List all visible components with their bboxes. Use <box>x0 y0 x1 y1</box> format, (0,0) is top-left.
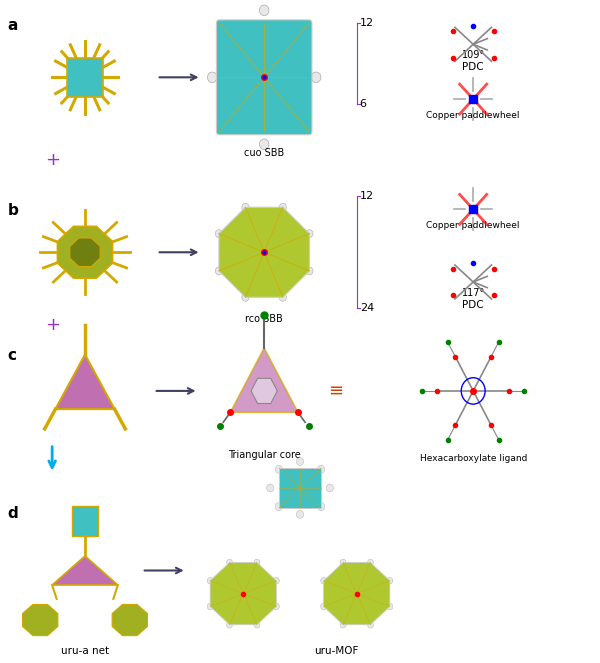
Polygon shape <box>251 379 277 404</box>
Circle shape <box>296 457 304 465</box>
Text: c: c <box>7 348 16 363</box>
Circle shape <box>215 229 223 237</box>
Circle shape <box>215 267 223 275</box>
Circle shape <box>367 621 373 628</box>
Text: d: d <box>7 507 18 522</box>
Circle shape <box>296 25 305 35</box>
Polygon shape <box>323 562 390 625</box>
Circle shape <box>242 204 249 211</box>
Polygon shape <box>23 605 58 636</box>
Circle shape <box>266 484 274 492</box>
Text: a: a <box>7 18 18 33</box>
Polygon shape <box>70 238 100 267</box>
Text: Copper paddlewheel: Copper paddlewheel <box>427 221 520 230</box>
Polygon shape <box>230 348 298 412</box>
Circle shape <box>223 119 232 130</box>
Circle shape <box>306 229 313 237</box>
Circle shape <box>296 119 305 130</box>
Polygon shape <box>67 58 103 97</box>
Polygon shape <box>58 226 113 278</box>
Text: Triangular core: Triangular core <box>228 450 301 460</box>
Circle shape <box>296 511 304 518</box>
Text: uru-MOF: uru-MOF <box>314 646 358 656</box>
Text: b: b <box>7 203 18 217</box>
Circle shape <box>259 5 269 16</box>
Circle shape <box>208 72 217 83</box>
Circle shape <box>317 465 325 473</box>
Circle shape <box>274 603 280 610</box>
Circle shape <box>274 577 280 584</box>
Text: cuo SBB: cuo SBB <box>244 148 284 158</box>
Circle shape <box>254 621 260 628</box>
Circle shape <box>280 293 286 301</box>
Polygon shape <box>55 355 115 409</box>
Circle shape <box>275 465 283 473</box>
Text: +: + <box>44 316 59 334</box>
Circle shape <box>340 621 346 628</box>
Circle shape <box>340 559 346 566</box>
Circle shape <box>242 293 249 301</box>
Text: 117°: 117° <box>461 288 485 298</box>
Text: Copper paddlewheel: Copper paddlewheel <box>427 111 520 120</box>
Text: PDC: PDC <box>463 300 484 310</box>
Circle shape <box>223 25 232 35</box>
Polygon shape <box>112 605 148 636</box>
Circle shape <box>387 603 393 610</box>
Text: 12: 12 <box>360 17 374 28</box>
Text: +: + <box>44 151 59 169</box>
Circle shape <box>317 503 325 511</box>
Circle shape <box>280 204 286 211</box>
Circle shape <box>207 577 213 584</box>
Circle shape <box>275 503 283 511</box>
Circle shape <box>227 559 233 566</box>
Text: 12: 12 <box>360 191 374 201</box>
Polygon shape <box>279 468 321 508</box>
Text: Hexacarboxylate ligand: Hexacarboxylate ligand <box>419 453 527 463</box>
Text: rco SBB: rco SBB <box>245 314 283 324</box>
Polygon shape <box>210 562 277 625</box>
Text: PDC: PDC <box>463 62 484 72</box>
Circle shape <box>259 139 269 150</box>
Polygon shape <box>219 208 310 297</box>
Polygon shape <box>52 556 118 585</box>
Circle shape <box>207 603 213 610</box>
Text: ≡: ≡ <box>328 382 343 400</box>
Circle shape <box>326 484 334 492</box>
Circle shape <box>320 603 326 610</box>
Text: 24: 24 <box>360 304 374 314</box>
Circle shape <box>254 559 260 566</box>
Circle shape <box>306 267 313 275</box>
Text: uru-a net: uru-a net <box>61 646 109 656</box>
Text: 6: 6 <box>360 99 367 109</box>
Circle shape <box>227 621 233 628</box>
Circle shape <box>387 577 393 584</box>
Circle shape <box>320 577 326 584</box>
FancyBboxPatch shape <box>217 20 312 135</box>
Circle shape <box>311 72 321 83</box>
Circle shape <box>367 559 373 566</box>
Polygon shape <box>72 507 98 536</box>
Text: 109°: 109° <box>461 50 485 60</box>
